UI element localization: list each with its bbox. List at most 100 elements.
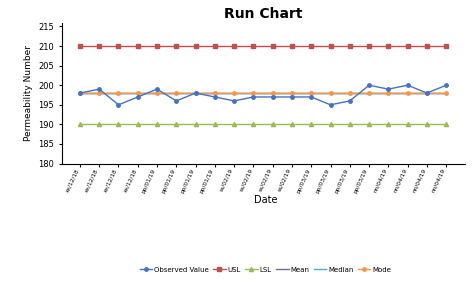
LSL bbox=[116, 123, 121, 126]
Mode bbox=[270, 91, 275, 95]
USL bbox=[154, 44, 160, 48]
Median bbox=[135, 91, 141, 95]
Mean bbox=[212, 91, 218, 95]
Observed Value bbox=[347, 99, 353, 103]
Observed Value bbox=[443, 83, 449, 87]
Mean bbox=[77, 91, 83, 95]
LSL bbox=[231, 123, 237, 126]
Mean bbox=[347, 91, 353, 95]
Observed Value bbox=[135, 95, 141, 99]
USL bbox=[347, 44, 353, 48]
Median bbox=[116, 91, 121, 95]
LSL bbox=[366, 123, 372, 126]
USL bbox=[251, 44, 256, 48]
Text: Date: Date bbox=[254, 195, 277, 205]
Mode bbox=[405, 91, 410, 95]
Observed Value bbox=[96, 87, 102, 91]
Median bbox=[173, 91, 179, 95]
Mean bbox=[270, 91, 275, 95]
Mode bbox=[231, 91, 237, 95]
USL bbox=[443, 44, 449, 48]
USL bbox=[212, 44, 218, 48]
Median bbox=[96, 91, 102, 95]
Median bbox=[289, 91, 295, 95]
Mode bbox=[251, 91, 256, 95]
Mode bbox=[289, 91, 295, 95]
Observed Value bbox=[193, 91, 199, 95]
USL bbox=[328, 44, 333, 48]
Observed Value bbox=[231, 99, 237, 103]
LSL bbox=[135, 123, 141, 126]
Mode bbox=[385, 91, 391, 95]
USL bbox=[116, 44, 121, 48]
Observed Value bbox=[251, 95, 256, 99]
Mean bbox=[251, 91, 256, 95]
Median bbox=[347, 91, 353, 95]
Mode bbox=[212, 91, 218, 95]
Mean bbox=[289, 91, 295, 95]
USL bbox=[385, 44, 391, 48]
Line: LSL: LSL bbox=[78, 122, 448, 126]
Median bbox=[424, 91, 430, 95]
Observed Value bbox=[366, 83, 372, 87]
Mode bbox=[154, 91, 160, 95]
Mean bbox=[193, 91, 199, 95]
USL bbox=[96, 44, 102, 48]
Observed Value bbox=[328, 103, 333, 107]
USL bbox=[193, 44, 199, 48]
Mean bbox=[116, 91, 121, 95]
Median bbox=[251, 91, 256, 95]
Observed Value bbox=[116, 103, 121, 107]
LSL bbox=[193, 123, 199, 126]
Observed Value bbox=[309, 95, 314, 99]
LSL bbox=[251, 123, 256, 126]
LSL bbox=[77, 123, 83, 126]
Mean bbox=[309, 91, 314, 95]
Median bbox=[366, 91, 372, 95]
USL bbox=[231, 44, 237, 48]
LSL bbox=[270, 123, 275, 126]
Mode bbox=[443, 91, 449, 95]
USL bbox=[270, 44, 275, 48]
USL bbox=[309, 44, 314, 48]
Mean bbox=[405, 91, 410, 95]
Mode bbox=[328, 91, 333, 95]
Median bbox=[193, 91, 199, 95]
Mean bbox=[366, 91, 372, 95]
Mode bbox=[366, 91, 372, 95]
Mode bbox=[116, 91, 121, 95]
Mean bbox=[135, 91, 141, 95]
Mode bbox=[77, 91, 83, 95]
Median bbox=[385, 91, 391, 95]
Mean bbox=[96, 91, 102, 95]
LSL bbox=[328, 123, 333, 126]
Median bbox=[328, 91, 333, 95]
Mode bbox=[309, 91, 314, 95]
Legend: Observed Value, USL, LSL, Mean, Median, Mode: Observed Value, USL, LSL, Mean, Median, … bbox=[137, 264, 394, 276]
Mode bbox=[173, 91, 179, 95]
LSL bbox=[405, 123, 410, 126]
Mode bbox=[193, 91, 199, 95]
Median bbox=[270, 91, 275, 95]
Observed Value bbox=[270, 95, 275, 99]
LSL bbox=[424, 123, 430, 126]
Median bbox=[231, 91, 237, 95]
Median bbox=[154, 91, 160, 95]
Observed Value bbox=[289, 95, 295, 99]
Mode bbox=[424, 91, 430, 95]
Median bbox=[212, 91, 218, 95]
USL bbox=[173, 44, 179, 48]
Median bbox=[77, 91, 83, 95]
Median bbox=[309, 91, 314, 95]
Observed Value bbox=[212, 95, 218, 99]
USL bbox=[424, 44, 430, 48]
Observed Value bbox=[173, 99, 179, 103]
LSL bbox=[154, 123, 160, 126]
Mean bbox=[443, 91, 449, 95]
LSL bbox=[212, 123, 218, 126]
LSL bbox=[173, 123, 179, 126]
Mean bbox=[424, 91, 430, 95]
Line: USL: USL bbox=[78, 44, 448, 48]
Observed Value bbox=[385, 87, 391, 91]
Mean bbox=[328, 91, 333, 95]
